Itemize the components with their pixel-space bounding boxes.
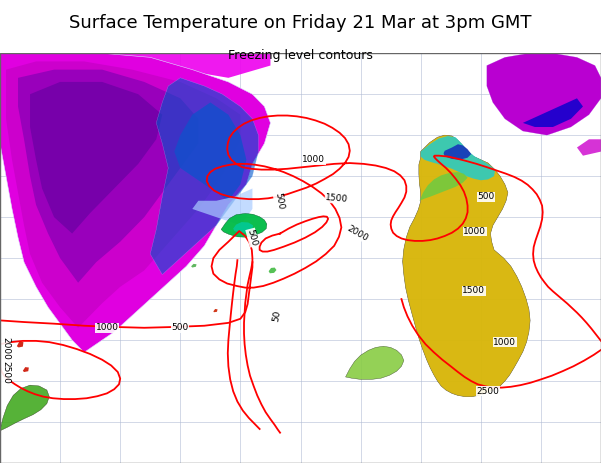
- Polygon shape: [487, 53, 601, 135]
- Polygon shape: [403, 135, 530, 397]
- Text: 2000: 2000: [346, 224, 370, 243]
- Polygon shape: [0, 385, 49, 430]
- Polygon shape: [487, 53, 601, 135]
- Text: 2000: 2000: [2, 337, 10, 360]
- Polygon shape: [403, 135, 530, 397]
- Polygon shape: [17, 342, 23, 347]
- Polygon shape: [6, 62, 240, 328]
- Polygon shape: [523, 98, 583, 127]
- Polygon shape: [577, 139, 601, 156]
- Polygon shape: [174, 102, 246, 201]
- Text: 1500: 1500: [325, 193, 349, 204]
- Text: 500: 500: [172, 323, 189, 332]
- Polygon shape: [221, 213, 267, 237]
- Polygon shape: [419, 172, 468, 201]
- Polygon shape: [191, 264, 197, 268]
- Text: Freezing level contours: Freezing level contours: [228, 49, 373, 62]
- Text: 1000: 1000: [96, 323, 118, 332]
- Polygon shape: [23, 367, 29, 372]
- Polygon shape: [444, 144, 471, 160]
- Polygon shape: [213, 309, 218, 312]
- Polygon shape: [346, 346, 404, 379]
- Polygon shape: [421, 136, 495, 180]
- Text: 500: 500: [477, 192, 494, 201]
- Text: 500: 500: [273, 192, 285, 210]
- Text: 2500: 2500: [2, 362, 10, 384]
- Text: 500: 500: [246, 228, 259, 247]
- Text: 50: 50: [271, 309, 282, 322]
- Polygon shape: [233, 222, 253, 233]
- Text: 2500: 2500: [477, 387, 499, 396]
- Polygon shape: [18, 69, 198, 283]
- Text: 1000: 1000: [302, 155, 325, 164]
- Polygon shape: [0, 53, 270, 78]
- Text: 1500: 1500: [462, 287, 485, 295]
- Polygon shape: [0, 53, 270, 352]
- Polygon shape: [150, 78, 258, 275]
- Polygon shape: [30, 82, 162, 233]
- Polygon shape: [269, 268, 276, 273]
- Text: 1000: 1000: [493, 338, 516, 347]
- Text: 1000: 1000: [463, 227, 486, 236]
- Polygon shape: [192, 188, 252, 225]
- Text: Surface Temperature on Friday 21 Mar at 3pm GMT: Surface Temperature on Friday 21 Mar at …: [69, 14, 532, 32]
